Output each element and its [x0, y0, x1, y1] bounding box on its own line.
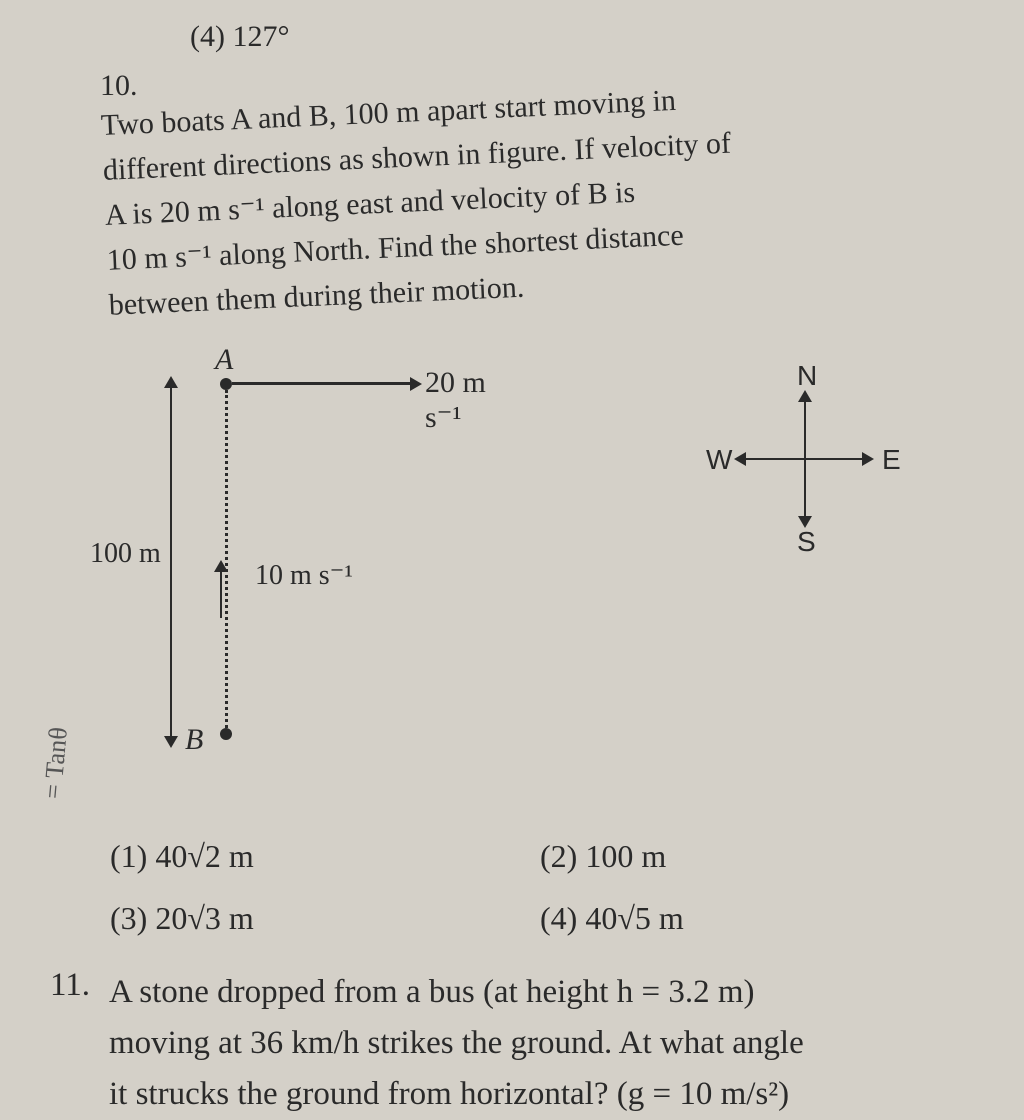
point-a-icon [220, 378, 232, 390]
q11-number: 11. [50, 967, 105, 1004]
q10-option-2: (2) 100 m [540, 838, 970, 875]
q10-option-3: (3) 20√3 m [110, 900, 540, 937]
boat-diagram: A 20 m s⁻¹ 100 m 10 m s⁻¹ B [100, 348, 500, 798]
q10-number: 10. [100, 69, 155, 103]
question-10: 10. Two boats A and B, 100 m apart start… [100, 69, 984, 328]
compass-w: W [706, 444, 732, 476]
arrow-up-b-icon [214, 560, 228, 572]
q11-line2: moving at 36 km/h strikes the ground. At… [109, 1025, 804, 1061]
handwritten-note: = Tanθ [38, 726, 74, 800]
point-b-icon [220, 728, 232, 740]
q11-line3: it strucks the ground from horizontal? (… [109, 1076, 789, 1112]
compass-arrow-w-icon [734, 452, 746, 466]
diagram-area: A 20 m s⁻¹ 100 m 10 m s⁻¹ B N S E [40, 348, 984, 828]
arrow-right-icon [410, 377, 422, 391]
velocity-a-label: 20 m s⁻¹ [425, 366, 500, 435]
velocity-a-line [232, 382, 412, 385]
q10-text: Two boats A and B, 100 m apart start mov… [100, 67, 939, 328]
compass-n: N [797, 360, 817, 392]
distance-label: 100 m [90, 538, 161, 570]
compass-s: S [797, 526, 816, 558]
compass-h-line [744, 458, 864, 460]
q10-options-row2: (3) 20√3 m (4) 40√5 m [110, 900, 984, 937]
prev-option-4: (4) 127° [190, 20, 984, 54]
compass-arrow-e-icon [862, 452, 874, 466]
page-content: (4) 127° 10. Two boats A and B, 100 m ap… [40, 20, 984, 1082]
q10-option-4: (4) 40√5 m [540, 900, 970, 937]
q10-option-1: (1) 40√2 m [110, 838, 540, 875]
q11-text: A stone dropped from a bus (at height h … [109, 967, 969, 1120]
q10-line5: between them during their motion. [108, 271, 525, 322]
question-11: 11. A stone dropped from a bus (at heigh… [50, 967, 984, 1120]
label-b: B [185, 723, 203, 757]
velocity-b-label: 10 m s⁻¹ [255, 558, 353, 592]
velocity-b-line [220, 568, 222, 618]
arrow-down-icon [164, 736, 178, 748]
compass-e: E [882, 444, 901, 476]
q11-line1: A stone dropped from a bus (at height h … [109, 974, 755, 1010]
q10-options-row1: (1) 40√2 m (2) 100 m [110, 838, 984, 875]
label-a: A [215, 343, 233, 377]
compass-diagram: N S E W [724, 378, 884, 538]
dotted-line [225, 390, 228, 728]
arrow-up-icon [164, 376, 178, 388]
distance-line [170, 383, 172, 738]
